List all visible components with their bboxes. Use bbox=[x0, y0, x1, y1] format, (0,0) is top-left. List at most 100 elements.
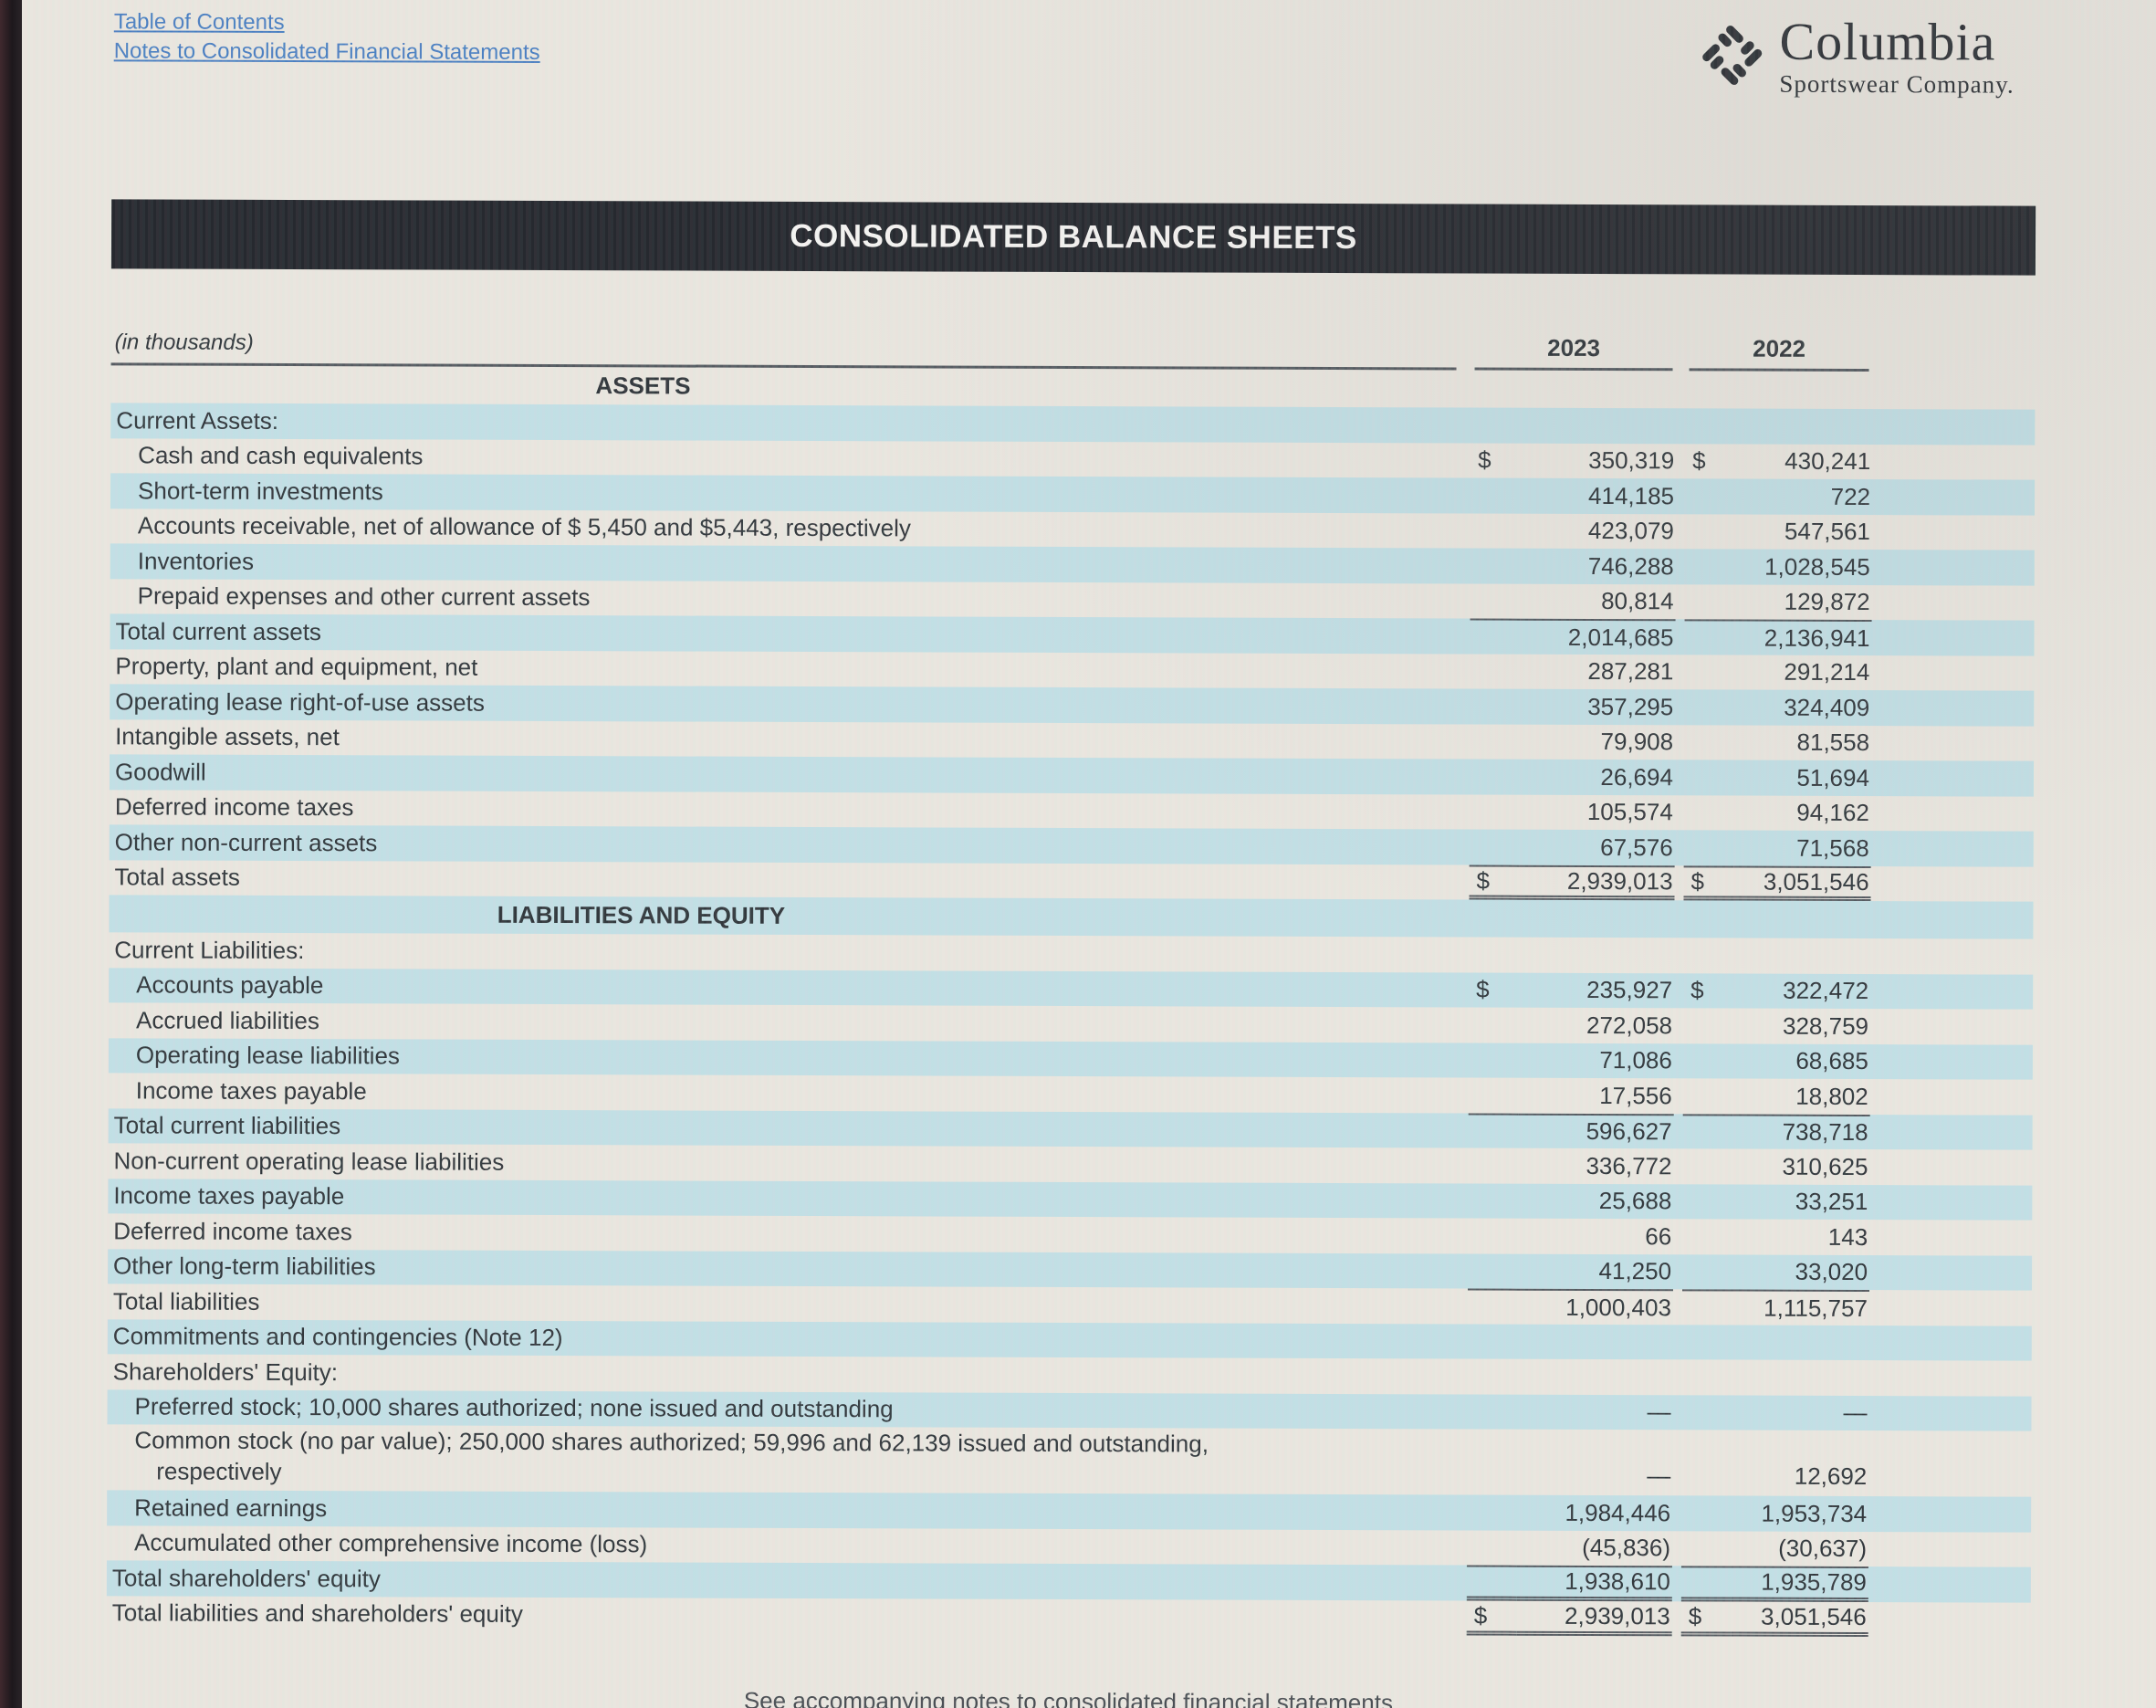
row-label: Deferred income taxes bbox=[113, 1217, 352, 1246]
currency-symbol bbox=[1468, 1219, 1518, 1254]
row-label: Operating lease liabilities bbox=[135, 1041, 400, 1070]
spacer bbox=[1869, 1307, 2032, 1308]
currency-symbol bbox=[1684, 830, 1734, 865]
currency-symbol bbox=[1685, 549, 1735, 584]
currency-symbol bbox=[1468, 1113, 1519, 1148]
spacer bbox=[1872, 426, 2035, 427]
spacer bbox=[1871, 884, 2034, 885]
spacer bbox=[1872, 497, 2035, 498]
currency-symbol bbox=[1684, 655, 1734, 690]
value-cell: 328,759 bbox=[1782, 1011, 1869, 1040]
currency-symbol bbox=[1685, 584, 1735, 620]
currency-symbol bbox=[1468, 1253, 1518, 1289]
row-label: Goodwill bbox=[114, 758, 206, 786]
value-cell: 105,574 bbox=[1586, 798, 1673, 826]
value-cell: 310,625 bbox=[1782, 1152, 1868, 1180]
value-cell: 41,250 bbox=[1598, 1257, 1672, 1285]
value-cell bbox=[1518, 1324, 1673, 1359]
spacer bbox=[1872, 637, 2035, 638]
row-label: ASSETS bbox=[595, 372, 691, 400]
currency-symbol bbox=[1682, 1184, 1732, 1220]
currency-symbol bbox=[1470, 371, 1521, 408]
value-cell: 738,718 bbox=[1732, 1114, 1870, 1150]
spacer bbox=[1872, 532, 2035, 533]
spacer bbox=[1871, 743, 2034, 744]
value-cell bbox=[1519, 900, 1674, 938]
spacer bbox=[1872, 391, 2035, 392]
row-label: Common stock (no par value); 250,000 sha… bbox=[134, 1426, 1209, 1485]
value-cell bbox=[1521, 371, 1676, 409]
value-cell: 722 bbox=[1830, 482, 1871, 510]
spacer bbox=[1870, 956, 2033, 957]
title-banner: CONSOLIDATED BALANCE SHEETS bbox=[110, 199, 2036, 276]
spacer bbox=[1870, 1132, 2033, 1133]
row-label: Intangible assets, net bbox=[115, 722, 340, 751]
value-cell: 3,051,546 bbox=[1731, 1601, 1868, 1638]
value-cell bbox=[1519, 938, 1674, 973]
value-cell: 79,908 bbox=[1600, 728, 1674, 756]
row-label: Total assets bbox=[114, 863, 240, 892]
value-cell: 12,692 bbox=[1794, 1462, 1868, 1491]
spacer bbox=[1869, 1202, 2032, 1203]
value-cell: 1,000,403 bbox=[1517, 1288, 1674, 1325]
logo-text: Columbia Sportswear Company. bbox=[1779, 11, 2015, 100]
row-label: Retained earnings bbox=[134, 1493, 328, 1522]
currency-symbol bbox=[1683, 1078, 1733, 1114]
value-cell: 80,814 bbox=[1601, 587, 1674, 615]
spacer bbox=[1868, 1549, 2031, 1550]
accompanying-notes-footnote: See accompanying notes to consolidated f… bbox=[743, 1686, 1394, 1708]
spacer bbox=[1868, 1619, 2031, 1620]
value-cell bbox=[1518, 1359, 1673, 1395]
table-of-contents-link[interactable]: Table of Contents bbox=[113, 9, 285, 35]
balance-sheet-table: ASSETS Current Assets: Cash and cash equiv… bbox=[106, 365, 2036, 1638]
value-cell: 129,872 bbox=[1784, 587, 1870, 616]
currency-symbol bbox=[1470, 654, 1520, 689]
value-cell: 17,556 bbox=[1599, 1081, 1672, 1110]
row-label: Short-term investments bbox=[138, 477, 383, 506]
value-cell: 357,295 bbox=[1587, 692, 1674, 721]
currency-symbol: $ bbox=[1683, 864, 1734, 901]
value-cell: 746,288 bbox=[1587, 551, 1674, 581]
row-label: Prepaid expenses and other current asset… bbox=[137, 582, 591, 612]
row-label: Other non-current assets bbox=[114, 828, 378, 857]
value-cell: 71,086 bbox=[1599, 1046, 1672, 1074]
notes-to-financial-statements-link[interactable]: Notes to Consolidated Financial Statemen… bbox=[113, 38, 540, 66]
currency-symbol bbox=[1468, 1148, 1518, 1184]
spacer bbox=[1870, 920, 2033, 921]
value-cell: 66 bbox=[1645, 1221, 1672, 1251]
value-cell: 2,939,013 bbox=[1516, 1600, 1672, 1637]
currency-symbol: $ bbox=[1692, 446, 1706, 475]
currency-symbol: $ bbox=[1690, 976, 1704, 1004]
value-cell: 1,953,734 bbox=[1761, 1499, 1868, 1527]
spacer bbox=[1871, 673, 2034, 674]
logo-tagline: Sportswear Company. bbox=[1779, 69, 2015, 99]
row-label: Total current assets bbox=[115, 617, 322, 645]
logo-brand-name: Columbia bbox=[1779, 11, 1996, 72]
row-label: Commitments and contingencies (Note 12) bbox=[112, 1322, 563, 1352]
currency-symbol bbox=[1685, 408, 1735, 444]
row-label: Accrued liabilities bbox=[135, 1006, 319, 1034]
spacer bbox=[1870, 1062, 2033, 1063]
row-label: Total liabilities bbox=[112, 1287, 260, 1315]
breadcrumb: Table of Contents Notes to Consolidated … bbox=[114, 7, 540, 68]
currency-symbol bbox=[1467, 1530, 1517, 1566]
row-label: Preferred stock; 10,000 shares authorize… bbox=[134, 1392, 894, 1423]
currency-symbol bbox=[1470, 760, 1520, 795]
value-cell: 1,028,545 bbox=[1764, 552, 1870, 581]
row-label: Non-current operating lease liabilities bbox=[113, 1147, 505, 1176]
value-cell: 235,927 bbox=[1586, 976, 1673, 1004]
value-cell: 33,251 bbox=[1795, 1188, 1868, 1216]
spacer bbox=[1869, 1413, 2032, 1414]
spacer bbox=[1871, 848, 2034, 849]
currency-symbol bbox=[1683, 938, 1733, 973]
currency-symbol bbox=[1469, 900, 1519, 938]
row-label: Cash and cash equivalents bbox=[138, 441, 424, 470]
value-cell: 291,214 bbox=[1784, 657, 1870, 686]
currency-symbol bbox=[1680, 1566, 1732, 1602]
spacer bbox=[1872, 462, 2035, 463]
currency-symbol bbox=[1469, 1043, 1519, 1078]
columbia-diamond-icon bbox=[1702, 26, 1763, 86]
value-cell: 1,938,610 bbox=[1516, 1565, 1672, 1601]
value-cell: — bbox=[1843, 1399, 1868, 1427]
value-cell: 25,688 bbox=[1598, 1187, 1672, 1215]
